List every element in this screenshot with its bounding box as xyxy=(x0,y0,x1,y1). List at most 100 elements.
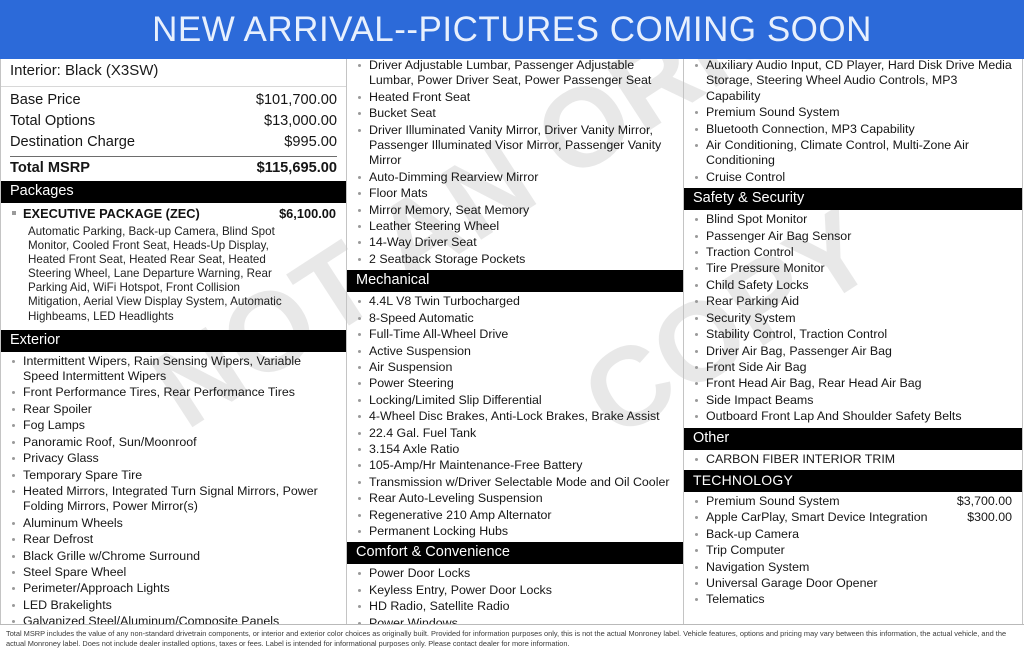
interior-color-line: Interior: Black (X3SW) xyxy=(1,56,346,87)
bullet-icon xyxy=(358,464,361,468)
list-item-text: Fog Lamps xyxy=(23,418,85,433)
bullet-icon xyxy=(695,565,698,569)
list-item-text: Bucket Seat xyxy=(369,106,436,121)
list-item-text: 22.4 Gal. Fuel Tank xyxy=(369,425,477,440)
list-item-text: Premium Sound System xyxy=(706,105,840,120)
list-item: Floor Mats xyxy=(347,186,677,202)
section-header-technology: TECHNOLOGY xyxy=(684,469,1022,492)
list-item: 22.4 Gal. Fuel Tank xyxy=(347,426,677,442)
list-item: Front Side Air Bag xyxy=(684,360,1016,376)
bullet-icon xyxy=(358,112,361,116)
list-item-price: $3,700.00 xyxy=(956,493,1012,508)
bullet-icon xyxy=(695,127,698,131)
bullet-icon xyxy=(358,175,361,179)
bullet-icon xyxy=(358,333,361,337)
bullet-icon xyxy=(12,424,15,428)
list-item: Galvanized Steel/Aluminum/Composite Pane… xyxy=(1,614,340,624)
interior-continued-list: Driver Adjustable Lumbar, Passenger Adju… xyxy=(347,56,683,270)
price-label: Total Options xyxy=(10,113,96,129)
bullet-icon xyxy=(695,251,698,255)
price-label: Destination Charge xyxy=(10,134,135,150)
list-item-text: Aluminum Wheels xyxy=(23,515,123,530)
list-item-text: Blind Spot Monitor xyxy=(706,212,808,227)
promo-banner-text: NEW ARRIVAL--PICTURES COMING SOON xyxy=(152,9,872,49)
list-item: Cruise Control xyxy=(684,170,1016,186)
list-item: Bucket Seat xyxy=(347,106,677,122)
list-item: Steel Spare Wheel xyxy=(1,565,340,581)
list-item: Security System xyxy=(684,311,1016,327)
bullet-icon xyxy=(12,211,16,215)
total-msrp-label: Total MSRP xyxy=(10,160,90,176)
list-item-text: 8-Speed Automatic xyxy=(369,310,474,325)
bullet-icon xyxy=(695,111,698,115)
list-item-text: Permanent Locking Hubs xyxy=(369,523,509,538)
bullet-icon xyxy=(695,382,698,386)
bullet-icon xyxy=(695,457,698,461)
list-item: Fog Lamps xyxy=(1,418,340,434)
list-item: Full-Time All-Wheel Drive xyxy=(347,327,677,343)
list-item-text: Passenger Air Bag Sensor xyxy=(706,228,852,243)
list-item-text: Power Steering xyxy=(369,376,454,391)
list-item-text: Tire Pressure Monitor xyxy=(706,261,825,276)
safety-list: Blind Spot Monitor Passenger Air Bag Sen… xyxy=(684,210,1022,427)
bullet-icon xyxy=(695,365,698,369)
list-item-text: Locking/Limited Slip Differential xyxy=(369,392,542,407)
list-item: 14-Way Driver Seat xyxy=(347,235,677,251)
list-item: Universal Garage Door Opener xyxy=(684,576,1016,592)
list-item: Black Grille w/Chrome Surround xyxy=(1,549,340,565)
bullet-icon xyxy=(695,415,698,419)
bullet-icon xyxy=(12,359,15,363)
section-header-mechanical: Mechanical xyxy=(347,270,683,293)
list-item: Transmission w/Driver Selectable Mode an… xyxy=(347,475,677,491)
list-item: Driver Adjustable Lumbar, Passenger Adju… xyxy=(347,58,677,90)
technology-list: Premium Sound System $3,700.00 Apple CarP… xyxy=(684,492,1022,611)
list-item: Mirror Memory, Seat Memory xyxy=(347,203,677,219)
bullet-icon xyxy=(358,572,361,576)
bullet-icon xyxy=(695,598,698,602)
list-item: Trip Computer xyxy=(684,543,1016,559)
list-item: Front Performance Tires, Rear Performanc… xyxy=(1,385,340,401)
list-item-text: Apple CarPlay, Smart Device Integration xyxy=(706,510,928,525)
list-item-text: Panoramic Roof, Sun/Moonroof xyxy=(23,434,197,449)
list-item-text: Driver Air Bag, Passenger Air Bag xyxy=(706,343,892,358)
bullet-icon xyxy=(12,457,15,461)
list-item-text: Universal Garage Door Opener xyxy=(706,575,878,590)
total-msrp-value: $115,695.00 xyxy=(256,160,337,176)
list-item: Panoramic Roof, Sun/Moonroof xyxy=(1,435,340,451)
column-left: Interior: Black (X3SW) Base Price $101,7… xyxy=(0,56,347,624)
list-item-text: Transmission w/Driver Selectable Mode an… xyxy=(369,474,670,489)
list-item: Blind Spot Monitor xyxy=(684,212,1016,228)
list-item: Child Safety Locks xyxy=(684,278,1016,294)
disclaimer-footer: Total MSRP includes the value of any non… xyxy=(0,626,1024,655)
list-item: Power Windows xyxy=(347,616,677,624)
bullet-icon xyxy=(12,538,15,542)
list-item-text: Telematics xyxy=(706,592,765,607)
list-item: Auto-Dimming Rearview Mirror xyxy=(347,170,677,186)
list-item-text: 3.154 Axle Ratio xyxy=(369,441,460,456)
other-list: CARBON FIBER INTERIOR TRIM xyxy=(684,450,1022,470)
bullet-icon xyxy=(695,234,698,238)
bullet-icon xyxy=(358,192,361,196)
list-item: 3.154 Axle Ratio xyxy=(347,442,677,458)
bullet-icon xyxy=(12,489,15,493)
list-item-text: Leather Steering Wheel xyxy=(369,219,500,234)
list-item-text: Air Suspension xyxy=(369,359,453,374)
bullet-icon xyxy=(695,316,698,320)
list-item: HD Radio, Satellite Radio xyxy=(347,599,677,615)
entertainment-continued-list: Auxiliary Audio Input, CD Player, Hard D… xyxy=(684,56,1022,188)
bullet-icon xyxy=(358,415,361,419)
price-row: Base Price $101,700.00 xyxy=(10,90,337,111)
list-item-text: Trip Computer xyxy=(706,543,785,558)
list-item: Navigation System xyxy=(684,560,1016,576)
list-item: Driver Air Bag, Passenger Air Bag xyxy=(684,344,1016,360)
list-item: Power Door Locks xyxy=(347,566,677,582)
column-right: Auxiliary Audio Input, CD Player, Hard D… xyxy=(683,56,1023,624)
list-item: 8-Speed Automatic xyxy=(347,311,677,327)
list-item: 4.4L V8 Twin Turbocharged xyxy=(347,294,677,310)
price-row: Destination Charge $995.00 xyxy=(10,132,337,153)
bullet-icon xyxy=(695,175,698,179)
list-item-text: Keyless Entry, Power Door Locks xyxy=(369,582,552,597)
mechanical-list: 4.4L V8 Twin Turbocharged 8-Speed Automa… xyxy=(347,292,683,542)
list-item: Keyless Entry, Power Door Locks xyxy=(347,583,677,599)
